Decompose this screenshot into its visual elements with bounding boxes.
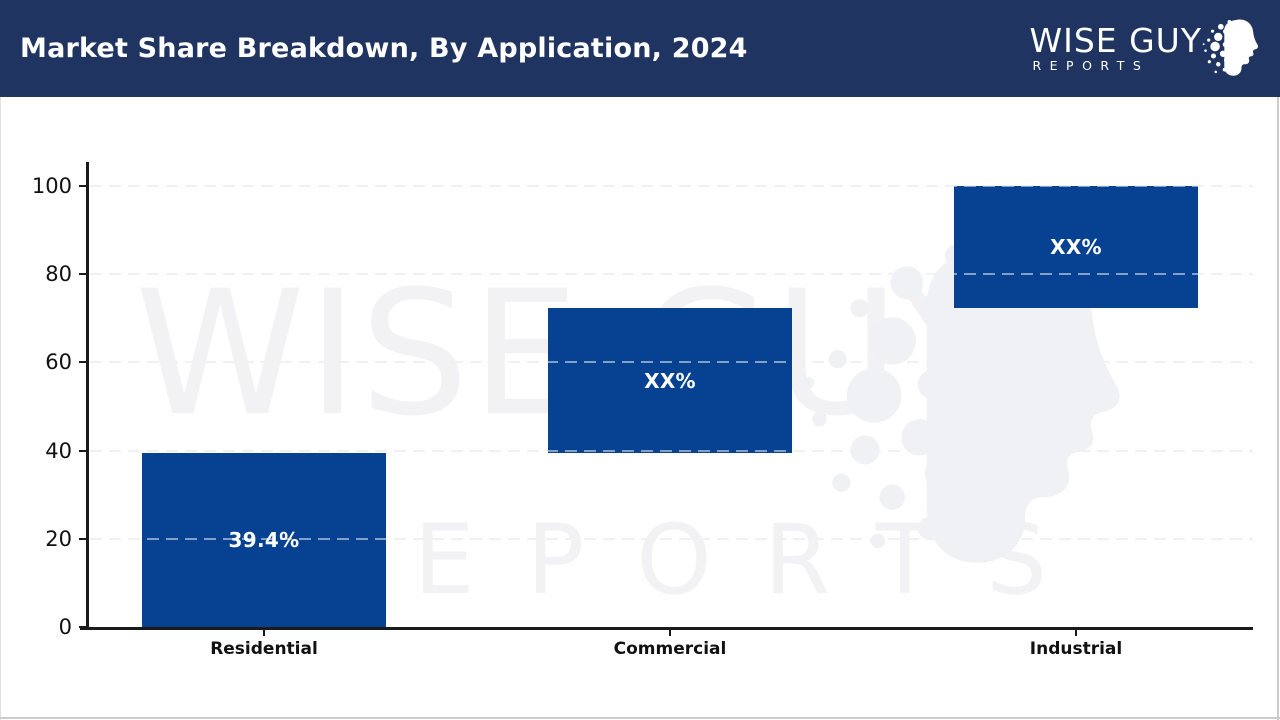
y-tick-mark — [79, 273, 88, 276]
y-gridline-overlay — [90, 361, 1253, 364]
y-tick-label: 60 — [45, 350, 72, 375]
y-tick-mark — [79, 361, 88, 364]
x-tick-mark — [263, 627, 265, 636]
x-tick-mark — [669, 627, 671, 636]
y-tick-label: 20 — [45, 526, 72, 551]
logo-wordmark: WISE GUY REPORTS — [1029, 24, 1202, 73]
y-tick-mark — [79, 537, 88, 540]
x-axis — [80, 627, 1253, 630]
y-tick-mark — [79, 449, 88, 452]
bar-commercial: XX% — [548, 308, 792, 454]
y-tick-mark — [79, 185, 88, 187]
bar-industrial: XX% — [954, 186, 1198, 309]
x-tick-label-industrial: Industrial — [1029, 639, 1123, 659]
face-dots-icon — [1196, 17, 1266, 81]
left-edge-line — [0, 97, 1, 720]
wiseguy-logo: WISE GUY REPORTS — [1029, 17, 1266, 81]
y-gridline-overlay — [90, 185, 1253, 187]
y-tick-label: 0 — [58, 615, 72, 639]
x-tick-label-commercial: Commercial — [613, 639, 727, 659]
y-gridline-overlay — [90, 273, 1253, 276]
y-gridline-overlay — [90, 449, 1253, 452]
logo-wordmark-line2: REPORTS — [1032, 58, 1150, 74]
x-tick-mark — [1075, 627, 1077, 636]
logo-wordmark-line1: WISE GUY — [1029, 21, 1202, 61]
y-axis — [86, 162, 89, 630]
right-edge-line — [1277, 97, 1279, 720]
bar-value-label: XX% — [1050, 235, 1102, 260]
x-tick-label-residential: Residential — [210, 639, 318, 659]
y-tick-label: 80 — [45, 262, 72, 287]
header-bar: Market Share Breakdown, By Application, … — [0, 0, 1280, 97]
page-title: Market Share Breakdown, By Application, … — [20, 33, 748, 64]
y-gridline-overlay — [90, 537, 1253, 540]
bar-residential: 39.4% — [142, 453, 386, 627]
bar-value-label: 39.4% — [228, 528, 300, 553]
y-tick-label: 40 — [45, 438, 72, 463]
y-tick-label: 100 — [31, 174, 72, 198]
bottom-edge-line — [0, 717, 1280, 719]
bar-value-label: XX% — [644, 368, 696, 393]
